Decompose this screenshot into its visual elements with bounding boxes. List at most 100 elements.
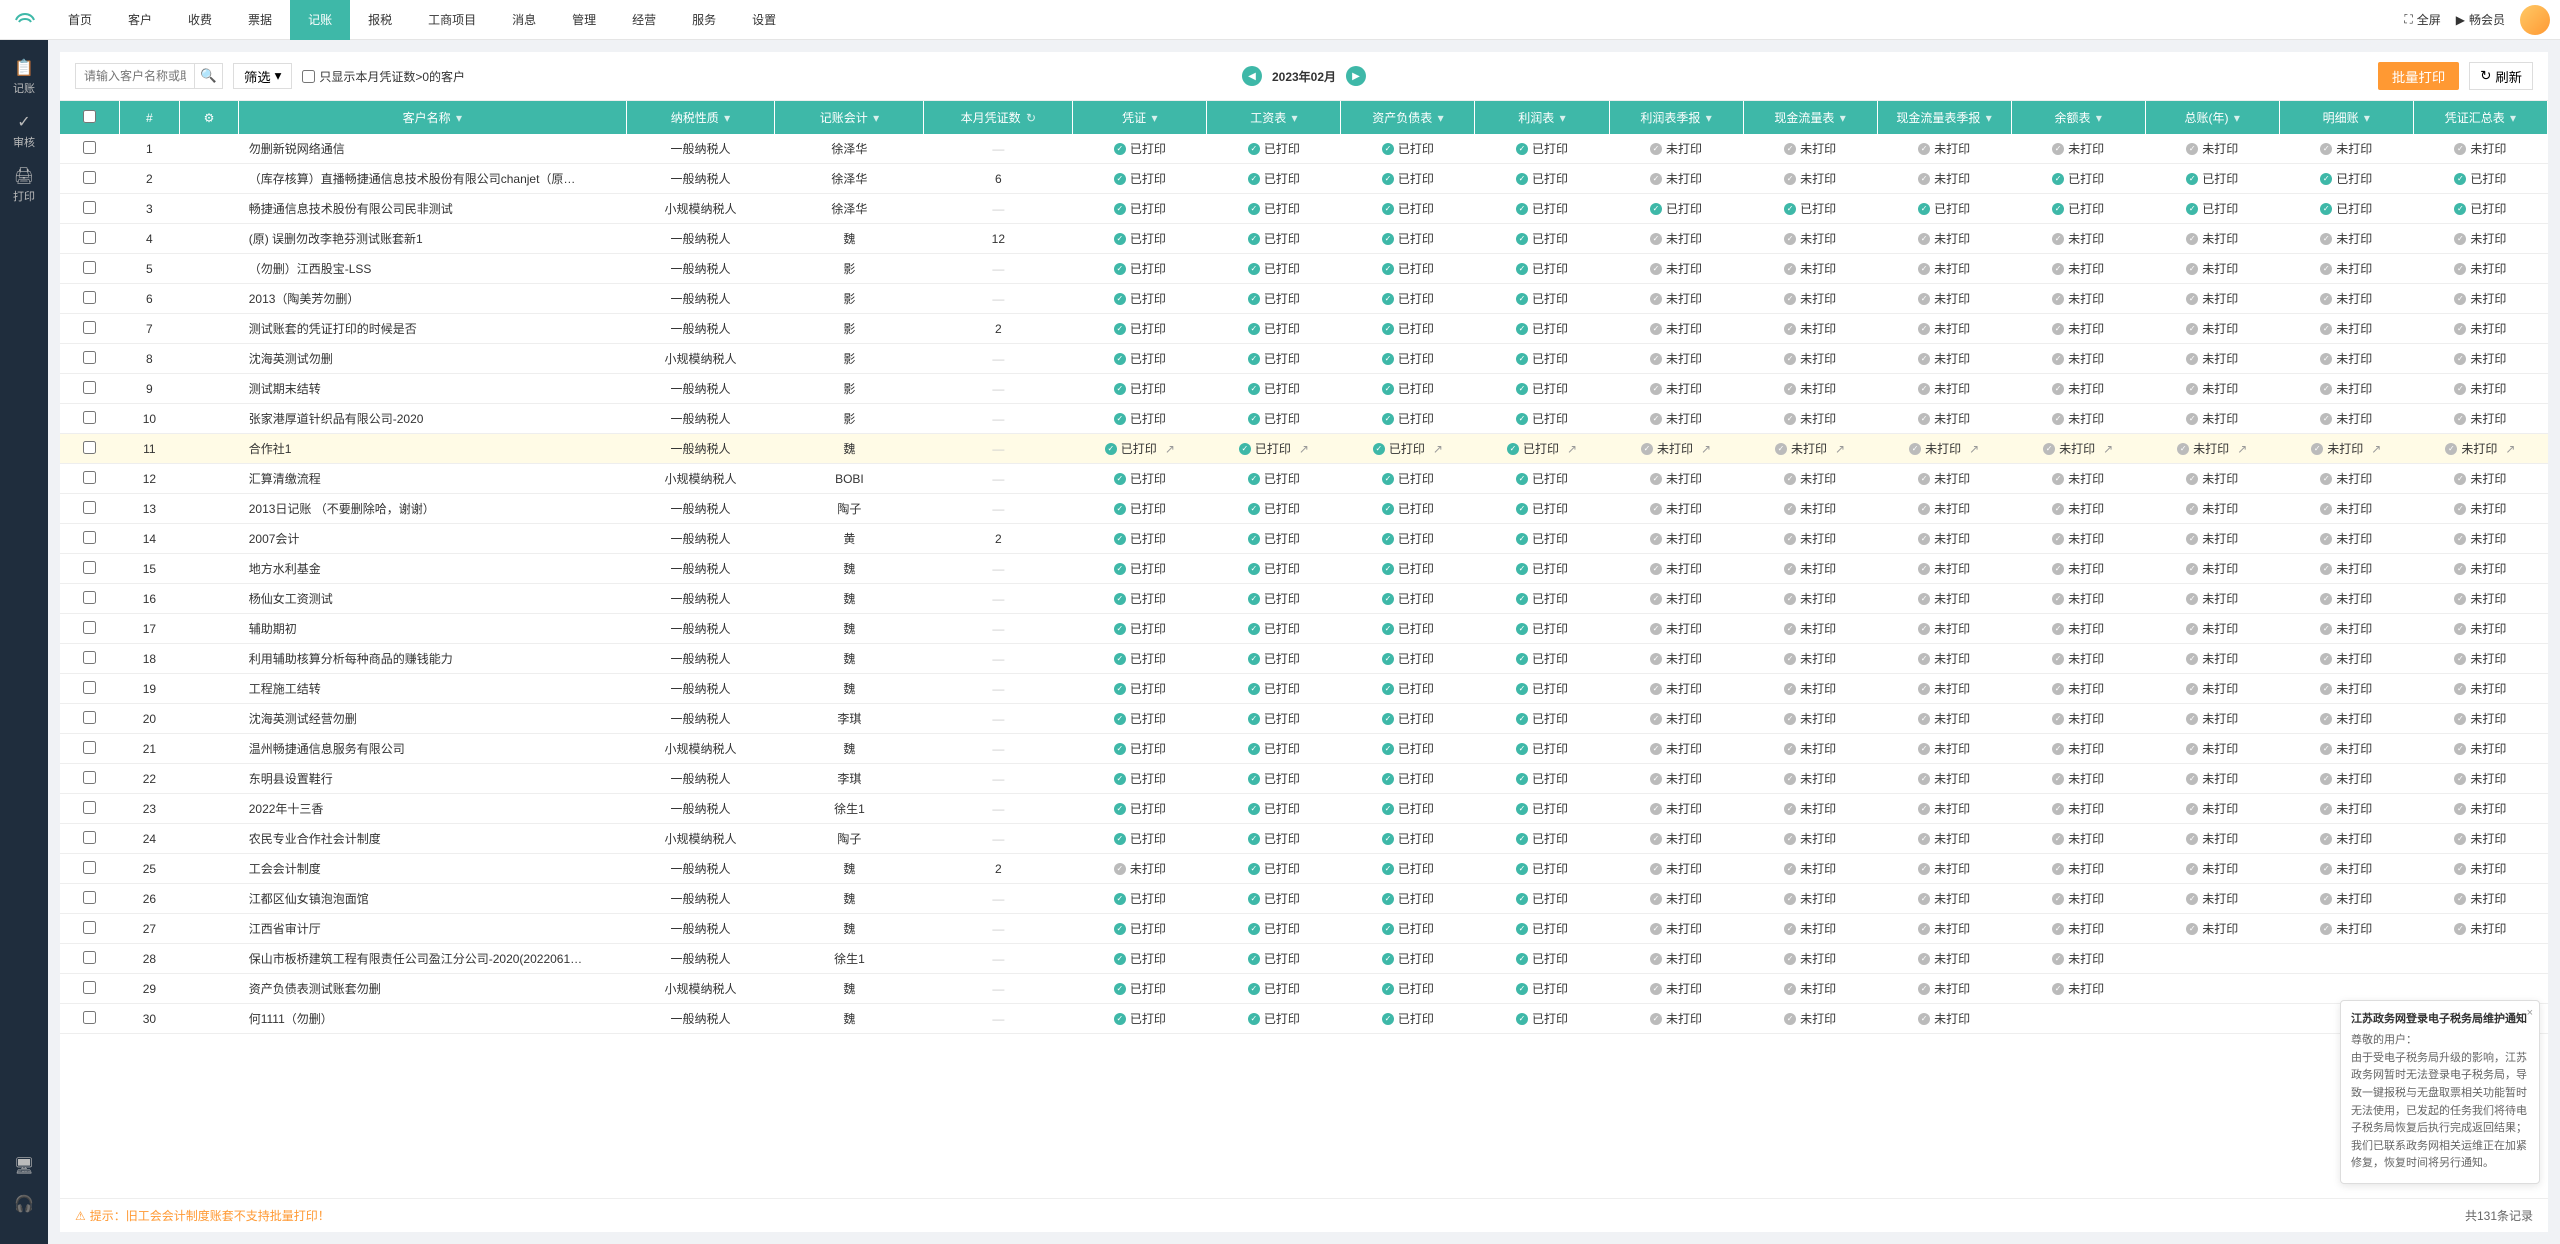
date-next-button[interactable]: ▶ (1346, 66, 1366, 86)
row-checkbox[interactable] (83, 651, 96, 664)
row-checkbox[interactable] (83, 711, 96, 724)
status-cell[interactable]: ✓未打印 (2052, 140, 2104, 157)
status-cell[interactable]: ✓未打印 (1650, 680, 1702, 697)
column-header-12[interactable]: 现金流量表 ▾ (1743, 101, 1877, 134)
status-cell[interactable]: ✓已打印 (2454, 200, 2506, 217)
filter-icon[interactable]: ▾ (1438, 111, 1444, 125)
customer-name[interactable]: 2007会计 (239, 524, 626, 554)
status-cell[interactable]: ✓已打印 (1248, 470, 1300, 487)
filter-icon[interactable]: ↻ (1026, 111, 1036, 125)
status-cell[interactable]: ✓未打印 (2320, 530, 2372, 547)
row-checkbox[interactable] (83, 471, 96, 484)
status-cell[interactable]: ✓已打印 (1114, 740, 1166, 757)
customer-name[interactable]: （勿删）江西股宝-LSS (239, 254, 626, 284)
status-cell[interactable]: ✓未打印 (1784, 380, 1836, 397)
status-cell[interactable]: ✓已打印 (1516, 230, 1568, 247)
status-cell[interactable]: ✓未打印 (1918, 320, 1970, 337)
status-cell[interactable]: ✓已打印 (1248, 830, 1300, 847)
customer-name[interactable]: 温州畅捷通信息服务有限公司 (239, 734, 626, 764)
batch-print-button[interactable]: 批量打印 (2378, 62, 2459, 90)
row-checkbox[interactable] (83, 921, 96, 934)
filter-icon[interactable]: ▾ (724, 111, 730, 125)
customer-name[interactable]: 保山市板桥建筑工程有限责任公司盈江分公司-2020(2022061… (239, 944, 626, 974)
external-link-icon[interactable]: ↗ (1433, 442, 1443, 456)
table-row[interactable]: 7测试账套的凭证打印的时候是否一般纳税人影2✓已打印✓已打印✓已打印✓已打印✓未… (60, 314, 2548, 344)
row-checkbox[interactable] (83, 381, 96, 394)
status-cell[interactable]: ✓未打印 (2454, 860, 2506, 877)
status-cell[interactable]: ✓已打印 (2320, 170, 2372, 187)
status-cell[interactable]: ✓未打印 (1918, 260, 1970, 277)
external-link-icon[interactable]: ↗ (1701, 442, 1711, 456)
status-cell[interactable]: ✓已打印 (2186, 200, 2238, 217)
status-cell[interactable]: ✓已打印 (1382, 200, 1434, 217)
row-checkbox[interactable] (83, 981, 96, 994)
status-cell[interactable]: ✓已打印 (1382, 740, 1434, 757)
status-cell[interactable]: ✓已打印 (2320, 200, 2372, 217)
row-checkbox[interactable] (83, 771, 96, 784)
status-cell[interactable]: ✓未打印 (2052, 800, 2104, 817)
column-header-6[interactable]: 本月凭证数 ↻ (924, 101, 1073, 134)
status-cell[interactable]: ✓未打印 (1918, 770, 1970, 787)
row-checkbox[interactable] (83, 441, 96, 454)
status-cell[interactable]: ✓未打印 (2052, 230, 2104, 247)
status-cell[interactable]: ✓已打印 (1382, 830, 1434, 847)
status-cell[interactable]: ✓未打印 (1650, 410, 1702, 427)
status-cell[interactable]: ✓已打印 (1248, 380, 1300, 397)
status-cell[interactable]: ✓未打印 (2052, 500, 2104, 517)
status-cell[interactable]: ✓已打印 (1382, 170, 1434, 187)
filter-icon[interactable]: ▾ (873, 111, 879, 125)
table-row[interactable]: 11合作社1一般纳税人魏—✓已打印↗✓已打印↗✓已打印↗✓已打印↗✓未打印↗✓未… (60, 434, 2548, 464)
external-link-icon[interactable]: ↗ (2505, 442, 2515, 456)
row-checkbox[interactable] (83, 831, 96, 844)
status-cell[interactable]: ✓未打印 (2454, 830, 2506, 847)
status-cell[interactable]: ✓已打印 (1114, 890, 1166, 907)
status-cell[interactable]: ✓未打印 (1650, 620, 1702, 637)
table-row[interactable]: 62013（陶美芳勿删）一般纳税人影—✓已打印✓已打印✓已打印✓已打印✓未打印✓… (60, 284, 2548, 314)
status-cell[interactable]: ✓未打印 (1784, 770, 1836, 787)
status-cell[interactable]: ✓未打印↗ (2177, 440, 2247, 457)
status-cell[interactable]: ✓已打印 (1114, 230, 1166, 247)
column-header-9[interactable]: 资产负债表 ▾ (1341, 101, 1475, 134)
status-cell[interactable]: ✓已打印 (1516, 860, 1568, 877)
status-cell[interactable]: ✓未打印 (2320, 740, 2372, 757)
status-cell[interactable]: ✓未打印 (1784, 590, 1836, 607)
status-cell[interactable]: ✓已打印 (1114, 380, 1166, 397)
status-cell[interactable]: ✓未打印 (2320, 320, 2372, 337)
status-cell[interactable]: ✓已打印 (1114, 320, 1166, 337)
column-header-17[interactable]: 凭证汇总表 ▾ (2413, 101, 2547, 134)
status-cell[interactable]: ✓已打印 (1248, 590, 1300, 607)
status-cell[interactable]: ✓未打印 (1650, 500, 1702, 517)
status-cell[interactable]: ✓未打印 (2320, 620, 2372, 637)
status-cell[interactable]: ✓未打印 (2186, 380, 2238, 397)
status-cell[interactable]: ✓已打印 (1382, 1010, 1434, 1027)
filter-icon[interactable]: ▾ (2234, 111, 2240, 125)
filter-icon[interactable]: ▾ (1706, 111, 1712, 125)
sidebar-item-1[interactable]: ✓审核 (13, 104, 35, 158)
status-cell[interactable]: ✓未打印 (1784, 950, 1836, 967)
status-cell[interactable]: ✓已打印 (1516, 710, 1568, 727)
status-cell[interactable]: ✓未打印 (2320, 590, 2372, 607)
status-cell[interactable]: ✓未打印 (2320, 230, 2372, 247)
status-cell[interactable]: ✓已打印 (1248, 620, 1300, 637)
customer-name[interactable]: 工程施工结转 (239, 674, 626, 704)
status-cell[interactable]: ✓已打印 (1114, 410, 1166, 427)
avatar[interactable] (2520, 5, 2550, 35)
status-cell[interactable]: ✓未打印↗ (1909, 440, 1979, 457)
status-cell[interactable]: ✓已打印 (1382, 350, 1434, 367)
table-row[interactable]: 19工程施工结转一般纳税人魏—✓已打印✓已打印✓已打印✓已打印✓未打印✓未打印✓… (60, 674, 2548, 704)
status-cell[interactable]: ✓未打印 (1650, 560, 1702, 577)
status-cell[interactable]: ✓已打印 (1516, 920, 1568, 937)
status-cell[interactable]: ✓已打印 (1382, 500, 1434, 517)
status-cell[interactable]: ✓未打印 (1650, 320, 1702, 337)
customer-name[interactable]: 勿删新锐网络通信 (239, 134, 626, 164)
filter-icon[interactable]: ▾ (1560, 111, 1566, 125)
table-row[interactable]: 142007会计一般纳税人黄2✓已打印✓已打印✓已打印✓已打印✓未打印✓未打印✓… (60, 524, 2548, 554)
table-wrap[interactable]: #⚙客户名称 ▾纳税性质 ▾记账会计 ▾本月凭证数 ↻凭证 ▾工资表 ▾资产负债… (60, 101, 2548, 1198)
status-cell[interactable]: ✓已打印 (1516, 350, 1568, 367)
status-cell[interactable]: ✓已打印 (1248, 950, 1300, 967)
status-cell[interactable]: ✓未打印 (2320, 560, 2372, 577)
status-cell[interactable]: ✓已打印 (1248, 890, 1300, 907)
customer-name[interactable]: 畅捷通信息技术股份有限公司民非测试 (239, 194, 626, 224)
status-cell[interactable]: ✓未打印 (2186, 890, 2238, 907)
customer-name[interactable]: 资产负债表测试账套勿删 (239, 974, 626, 1004)
